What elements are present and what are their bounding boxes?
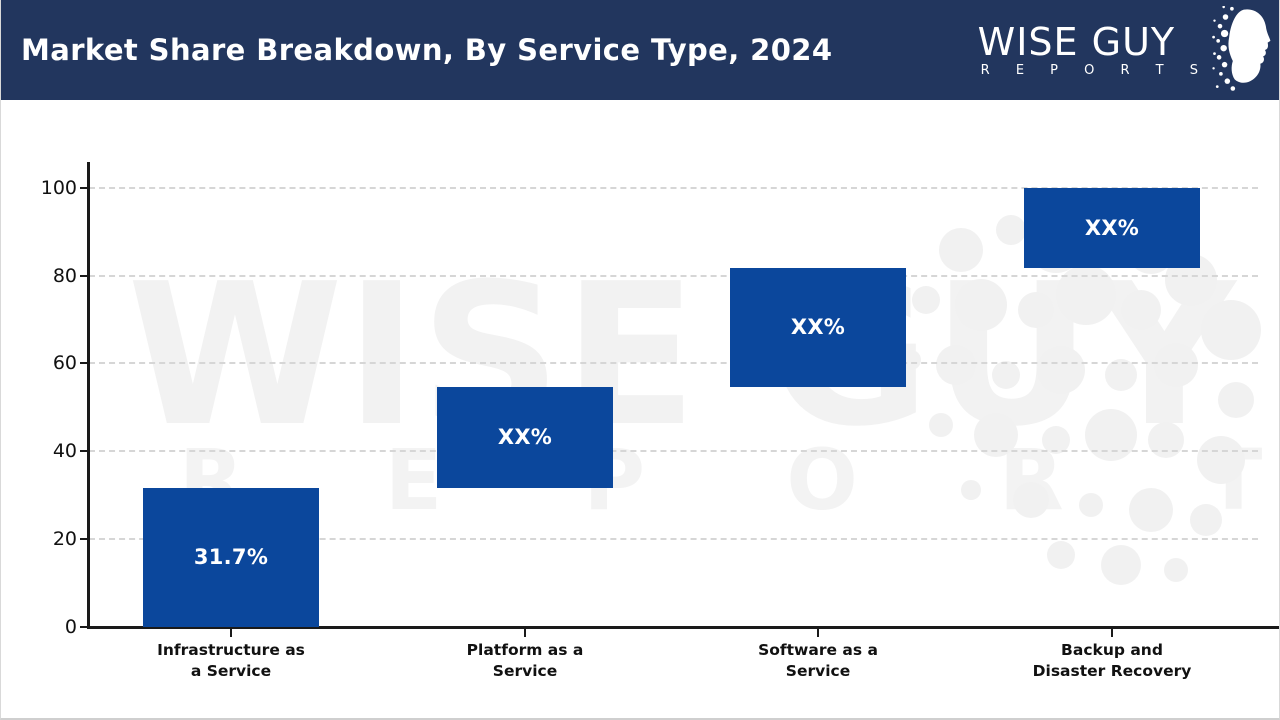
x-axis-label-line: a Service xyxy=(190,662,272,680)
x-tick-mark xyxy=(817,628,819,637)
y-axis-spine xyxy=(87,162,90,627)
x-axis-line xyxy=(87,626,1279,629)
x-axis-label-line: Infrastructure as xyxy=(157,641,305,659)
bar-value-label: 31.7% xyxy=(193,545,269,570)
y-tick-mark xyxy=(80,538,88,541)
y-tick-label: 100 xyxy=(40,176,77,199)
y-tick-label: 60 xyxy=(52,352,77,375)
x-axis-label: Platform as a Service xyxy=(405,640,645,682)
bar-value-label: XX% xyxy=(497,425,553,450)
x-tick-mark xyxy=(1111,628,1113,637)
face-profile-icon xyxy=(1212,6,1271,91)
x-axis-label-line: Service xyxy=(492,662,558,680)
waterfall-bar: XX% xyxy=(1024,187,1200,268)
y-gridline xyxy=(89,450,1258,453)
x-axis-label-line: Service xyxy=(785,662,851,680)
x-axis-label-line: Software as a xyxy=(758,641,878,659)
x-axis-label: Backup and Disaster Recovery xyxy=(992,640,1232,682)
waterfall-bar: 31.7% xyxy=(143,487,319,627)
x-tick-mark xyxy=(524,628,526,637)
waterfall-bar: XX% xyxy=(730,267,906,388)
brand-subname: R E P O R T S xyxy=(980,63,1209,78)
page-title: Market Share Breakdown, By Service Type,… xyxy=(21,33,833,67)
brand-name: WISE GUY xyxy=(977,20,1176,64)
y-tick-label: 20 xyxy=(52,528,77,551)
y-tick-label: 0 xyxy=(64,616,77,638)
y-tick-mark xyxy=(80,274,88,277)
y-gridline xyxy=(89,186,1258,189)
x-axis-label-line: Disaster Recovery xyxy=(1032,662,1192,680)
y-tick-label: 80 xyxy=(52,264,77,287)
y-tick-mark xyxy=(80,362,88,365)
y-gridline xyxy=(89,538,1258,541)
y-tick-mark xyxy=(80,186,88,189)
brand-text: WISE GUY R E P O R T S xyxy=(978,22,1209,78)
brand-logo: WISE GUY R E P O R T S xyxy=(978,6,1273,94)
y-tick-mark xyxy=(80,626,88,628)
y-tick-label: 40 xyxy=(52,440,77,463)
y-gridline xyxy=(89,274,1258,277)
x-axis-label-line: Backup and xyxy=(1061,641,1163,659)
header-bar: Market Share Breakdown, By Service Type,… xyxy=(1,0,1279,100)
x-axis-label: Software as a Service xyxy=(698,640,938,682)
x-axis-label: Infrastructure as a Service xyxy=(111,640,351,682)
waterfall-bar: XX% xyxy=(437,387,613,488)
x-tick-mark xyxy=(230,628,232,637)
y-tick-mark xyxy=(80,450,88,453)
bar-value-label: XX% xyxy=(1084,215,1140,240)
x-axis-label-line: Platform as a xyxy=(466,641,584,659)
y-gridline xyxy=(89,362,1258,365)
bar-value-label: XX% xyxy=(790,315,846,340)
